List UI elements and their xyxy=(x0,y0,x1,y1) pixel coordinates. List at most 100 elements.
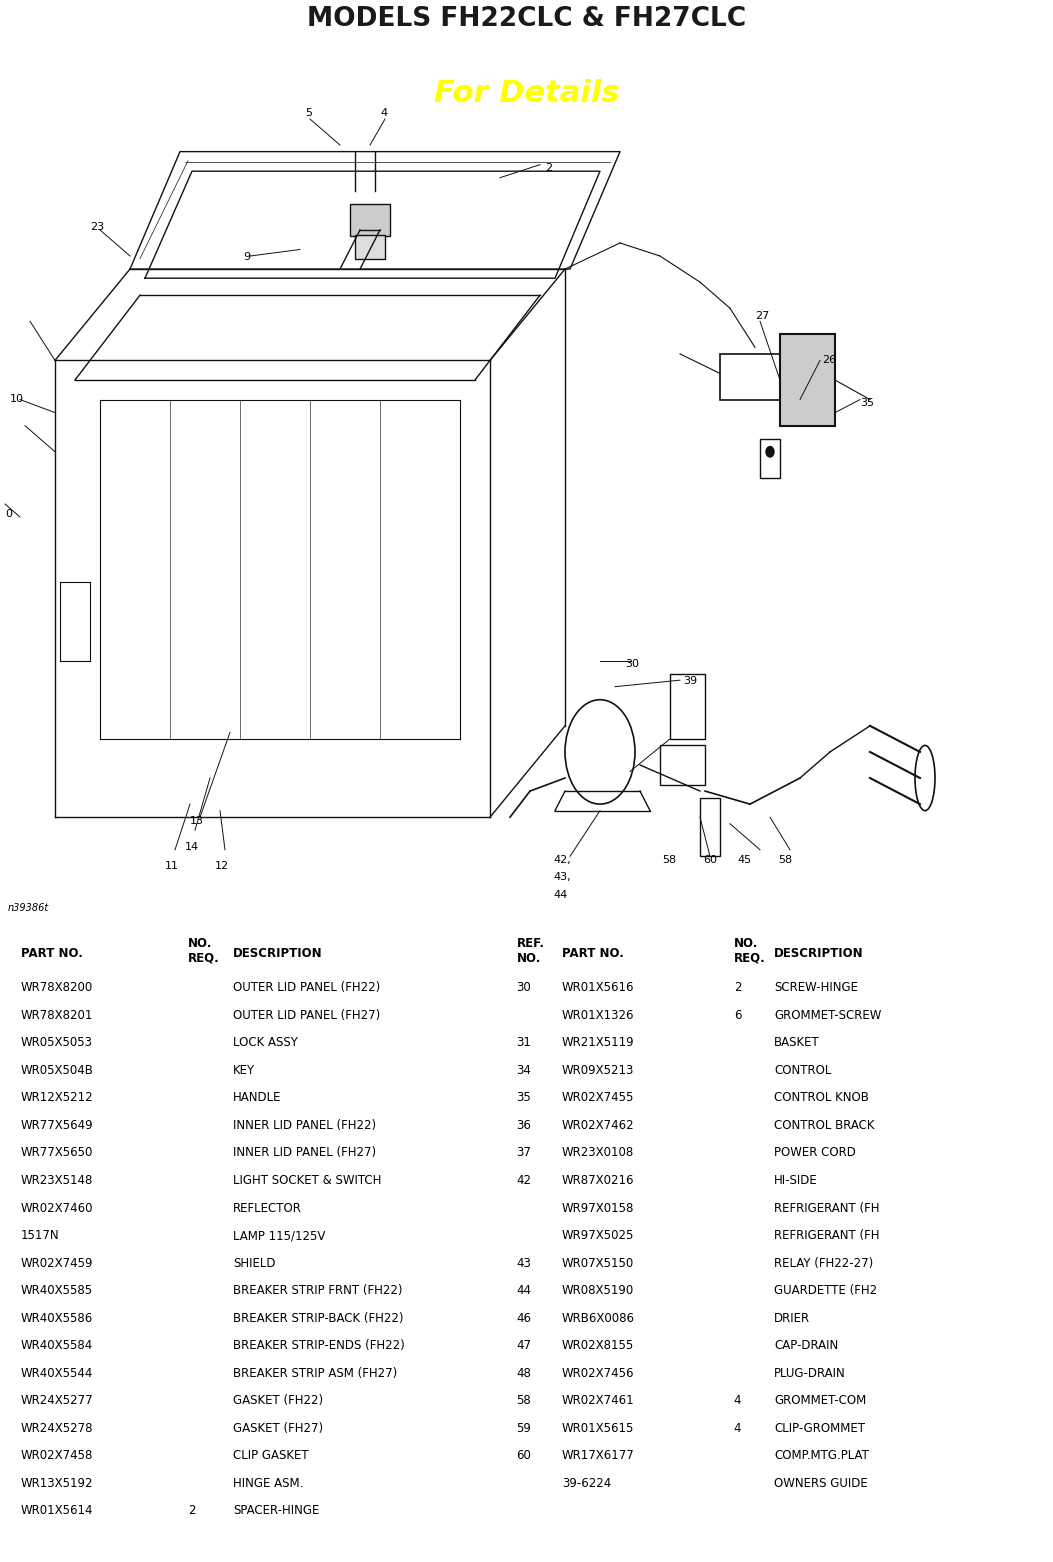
Text: PART NO.: PART NO. xyxy=(21,947,83,961)
Bar xyxy=(660,745,706,784)
Text: WR21X5119: WR21X5119 xyxy=(562,1037,635,1050)
Text: WR08X5190: WR08X5190 xyxy=(562,1284,634,1296)
Text: 27: 27 xyxy=(755,311,770,320)
Text: WR02X7462: WR02X7462 xyxy=(562,1118,635,1132)
Text: LOCK ASSY: LOCK ASSY xyxy=(234,1037,298,1050)
Text: 14: 14 xyxy=(185,842,199,851)
Text: LIGHT SOCKET & SWITCH: LIGHT SOCKET & SWITCH xyxy=(234,1175,382,1187)
Text: WR01X5614: WR01X5614 xyxy=(21,1504,94,1517)
Text: 47: 47 xyxy=(516,1339,532,1353)
Circle shape xyxy=(766,447,774,458)
Text: 35: 35 xyxy=(516,1092,531,1104)
Text: REF.: REF. xyxy=(516,937,544,950)
Text: 4: 4 xyxy=(734,1393,741,1407)
Ellipse shape xyxy=(565,700,635,804)
Text: 43,: 43, xyxy=(553,872,571,883)
Text: WR01X5616: WR01X5616 xyxy=(562,981,634,995)
Text: WR24X5277: WR24X5277 xyxy=(21,1393,94,1407)
Text: 30: 30 xyxy=(516,981,531,995)
Text: CLIP-GROMMET: CLIP-GROMMET xyxy=(774,1421,866,1434)
Text: 36: 36 xyxy=(516,1118,532,1132)
Text: For Details: For Details xyxy=(434,78,619,108)
Text: HANDLE: HANDLE xyxy=(234,1092,282,1104)
Text: HINGE ASM.: HINGE ASM. xyxy=(234,1476,303,1490)
Text: OUTER LID PANEL (FH22): OUTER LID PANEL (FH22) xyxy=(234,981,380,995)
Text: 31: 31 xyxy=(516,1037,532,1050)
Text: 34: 34 xyxy=(516,1064,532,1076)
Text: WR23X0108: WR23X0108 xyxy=(562,1147,634,1159)
Text: 6: 6 xyxy=(734,1009,741,1022)
Text: 5: 5 xyxy=(305,108,312,119)
Text: 12: 12 xyxy=(215,861,230,872)
Text: 44: 44 xyxy=(553,890,568,900)
Text: REFRIGERANT (FH: REFRIGERANT (FH xyxy=(774,1201,879,1215)
Text: CONTROL: CONTROL xyxy=(774,1064,832,1076)
Text: 46: 46 xyxy=(516,1312,532,1325)
Text: 42,: 42, xyxy=(553,854,571,865)
Text: INNER LID PANEL (FH22): INNER LID PANEL (FH22) xyxy=(234,1118,377,1132)
Text: SPACER-HINGE: SPACER-HINGE xyxy=(234,1504,320,1517)
Text: WR12X5212: WR12X5212 xyxy=(21,1092,94,1104)
Bar xyxy=(355,236,385,259)
Text: WR01X5615: WR01X5615 xyxy=(562,1421,634,1434)
Text: DRIER: DRIER xyxy=(774,1312,811,1325)
Text: POWER CORD: POWER CORD xyxy=(774,1147,856,1159)
Text: 13: 13 xyxy=(190,815,204,826)
Text: NO.: NO. xyxy=(516,951,541,965)
Text: WR77X5649: WR77X5649 xyxy=(21,1118,94,1132)
Text: PART NO.: PART NO. xyxy=(562,947,623,961)
Text: 58: 58 xyxy=(778,854,792,865)
Text: 58: 58 xyxy=(662,854,676,865)
Text: INNER LID PANEL (FH27): INNER LID PANEL (FH27) xyxy=(234,1147,377,1159)
Text: GASKET (FH27): GASKET (FH27) xyxy=(234,1421,323,1434)
Text: GROMMET-SCREW: GROMMET-SCREW xyxy=(774,1009,881,1022)
Text: 60: 60 xyxy=(516,1450,532,1462)
Text: WR77X5650: WR77X5650 xyxy=(21,1147,94,1159)
Bar xyxy=(670,673,706,739)
Text: WR02X7459: WR02X7459 xyxy=(21,1256,94,1270)
Text: WR07X5150: WR07X5150 xyxy=(562,1256,634,1270)
Text: WR87X0216: WR87X0216 xyxy=(562,1175,634,1187)
Text: BREAKER STRIP ASM (FH27): BREAKER STRIP ASM (FH27) xyxy=(234,1367,398,1379)
Text: HI-SIDE: HI-SIDE xyxy=(774,1175,818,1187)
Text: GUARDETTE (FH2: GUARDETTE (FH2 xyxy=(774,1284,877,1296)
Text: REFLECTOR: REFLECTOR xyxy=(234,1201,302,1215)
Text: 48: 48 xyxy=(516,1367,532,1379)
Text: WR01X1326: WR01X1326 xyxy=(562,1009,634,1022)
Text: 26: 26 xyxy=(822,355,836,366)
Text: LAMP 115/125V: LAMP 115/125V xyxy=(234,1229,325,1242)
Text: 30: 30 xyxy=(625,659,639,669)
Text: 2: 2 xyxy=(187,1504,196,1517)
Text: WR05X5053: WR05X5053 xyxy=(21,1037,93,1050)
Text: 60: 60 xyxy=(703,854,717,865)
Text: WR02X7455: WR02X7455 xyxy=(562,1092,634,1104)
Text: WR97X5025: WR97X5025 xyxy=(562,1229,634,1242)
Bar xyxy=(700,798,720,856)
Text: BREAKER STRIP-ENDS (FH22): BREAKER STRIP-ENDS (FH22) xyxy=(234,1339,405,1353)
Text: WR40X5585: WR40X5585 xyxy=(21,1284,93,1296)
Text: OWNERS GUIDE: OWNERS GUIDE xyxy=(774,1476,868,1490)
Text: DESCRIPTION: DESCRIPTION xyxy=(774,947,863,961)
Text: WR40X5544: WR40X5544 xyxy=(21,1367,94,1379)
Text: 58: 58 xyxy=(516,1393,531,1407)
Text: 45: 45 xyxy=(737,854,751,865)
Text: REFRIGERANT (FH: REFRIGERANT (FH xyxy=(774,1229,879,1242)
Text: NO.: NO. xyxy=(734,937,758,950)
Text: 39: 39 xyxy=(683,676,697,686)
Text: WR02X7460: WR02X7460 xyxy=(21,1201,94,1215)
Text: KEY: KEY xyxy=(234,1064,256,1076)
Text: WR40X5586: WR40X5586 xyxy=(21,1312,94,1325)
Text: RELAY (FH22-27): RELAY (FH22-27) xyxy=(774,1256,873,1270)
Text: WR02X7461: WR02X7461 xyxy=(562,1393,635,1407)
Text: DESCRIPTION: DESCRIPTION xyxy=(234,947,323,961)
Text: MODELS FH22CLC & FH27CLC: MODELS FH22CLC & FH27CLC xyxy=(306,6,747,31)
Text: COMP.MTG.PLAT: COMP.MTG.PLAT xyxy=(774,1450,869,1462)
Text: BASKET: BASKET xyxy=(774,1037,820,1050)
Text: CONTROL BRACK: CONTROL BRACK xyxy=(774,1118,875,1132)
Text: WR23X5148: WR23X5148 xyxy=(21,1175,94,1187)
Text: SCREW-HINGE: SCREW-HINGE xyxy=(774,981,858,995)
Text: WR40X5584: WR40X5584 xyxy=(21,1339,94,1353)
Ellipse shape xyxy=(915,745,935,811)
Text: WR24X5278: WR24X5278 xyxy=(21,1421,94,1434)
Bar xyxy=(780,334,835,426)
